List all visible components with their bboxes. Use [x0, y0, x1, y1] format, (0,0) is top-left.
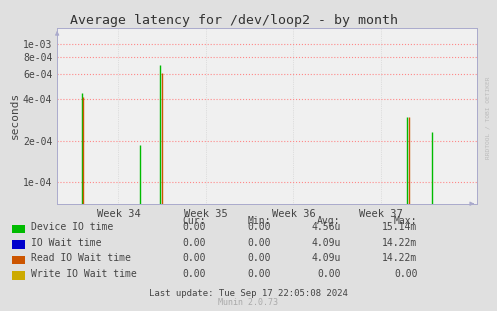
Text: Max:: Max: — [394, 216, 417, 226]
Text: Average latency for /dev/loop2 - by month: Average latency for /dev/loop2 - by mont… — [70, 14, 398, 27]
Text: Munin 2.0.73: Munin 2.0.73 — [219, 298, 278, 307]
Text: 0.00: 0.00 — [317, 269, 340, 279]
Text: 0.00: 0.00 — [248, 253, 271, 263]
Text: 15.14m: 15.14m — [382, 222, 417, 232]
Text: 0.00: 0.00 — [183, 238, 206, 248]
Text: 0.00: 0.00 — [183, 222, 206, 232]
Text: Read IO Wait time: Read IO Wait time — [31, 253, 131, 263]
Text: Last update: Tue Sep 17 22:05:08 2024: Last update: Tue Sep 17 22:05:08 2024 — [149, 290, 348, 298]
Text: Min:: Min: — [248, 216, 271, 226]
Text: 4.56u: 4.56u — [311, 222, 340, 232]
Text: 0.00: 0.00 — [248, 222, 271, 232]
Text: Cur:: Cur: — [183, 216, 206, 226]
Text: RRDTOOL / TOBI OETIKER: RRDTOOL / TOBI OETIKER — [486, 77, 491, 160]
Text: 4.09u: 4.09u — [311, 253, 340, 263]
Text: 4.09u: 4.09u — [311, 238, 340, 248]
Text: IO Wait time: IO Wait time — [31, 238, 101, 248]
Text: 0.00: 0.00 — [183, 269, 206, 279]
Text: Avg:: Avg: — [317, 216, 340, 226]
Text: 0.00: 0.00 — [183, 253, 206, 263]
Text: Device IO time: Device IO time — [31, 222, 113, 232]
Text: Write IO Wait time: Write IO Wait time — [31, 269, 137, 279]
Text: 0.00: 0.00 — [394, 269, 417, 279]
Text: 14.22m: 14.22m — [382, 238, 417, 248]
Text: 0.00: 0.00 — [248, 269, 271, 279]
Text: 14.22m: 14.22m — [382, 253, 417, 263]
Text: 0.00: 0.00 — [248, 238, 271, 248]
Y-axis label: seconds: seconds — [10, 92, 20, 139]
